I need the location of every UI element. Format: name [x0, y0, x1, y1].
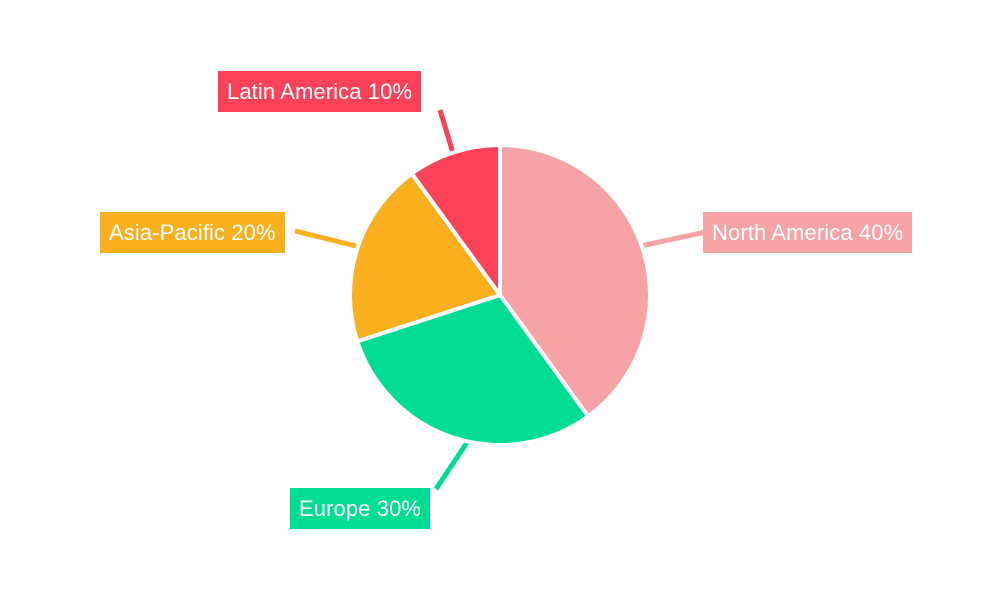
- pie-slice-europe[interactable]: [355, 293, 591, 447]
- leader-line-europe: [433, 436, 473, 491]
- pie-label-north-america-text: North America 40%: [712, 219, 904, 245]
- pie-slice-latin-america[interactable]: [409, 143, 502, 297]
- pie-label-latin-america-text: Latin America 10%: [227, 78, 413, 104]
- pie-label-asia-pacific[interactable]: Asia-Pacific 20%: [100, 212, 285, 253]
- leader-line-asia-pacific: [294, 228, 369, 252]
- pie-slice-asia-pacific[interactable]: [348, 171, 502, 344]
- pie-slice-north-america[interactable]: [498, 143, 652, 419]
- leader-line-north-america: [635, 229, 707, 250]
- pie-label-north-america[interactable]: North America 40%: [703, 212, 913, 253]
- pie-label-europe[interactable]: Europe 30%: [290, 488, 431, 529]
- pie-label-latin-america[interactable]: Latin America 10%: [218, 71, 422, 112]
- pie-label-europe-text: Europe 30%: [299, 495, 422, 521]
- pie-label-asia-pacific-text: Asia-Pacific 20%: [109, 219, 276, 245]
- pie-slices: [348, 143, 652, 447]
